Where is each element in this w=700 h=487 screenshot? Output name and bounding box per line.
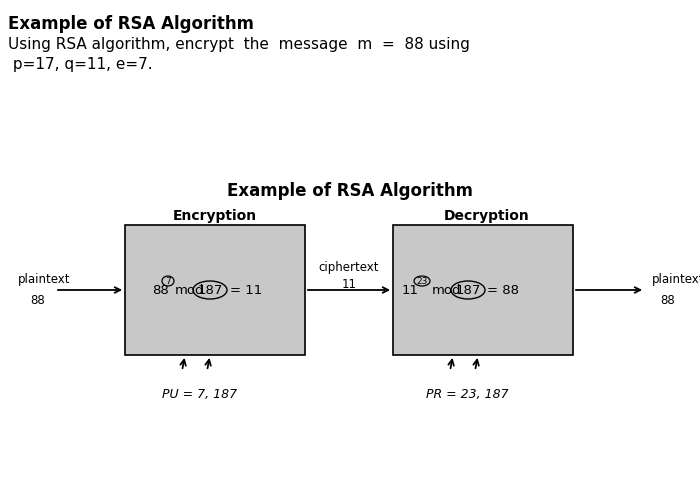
Text: plaintext: plaintext <box>18 274 71 286</box>
Text: 23: 23 <box>416 277 428 285</box>
Text: Decryption: Decryption <box>444 209 530 223</box>
Text: ciphertext: ciphertext <box>318 262 379 275</box>
Text: Encryption: Encryption <box>173 209 257 223</box>
Text: 88: 88 <box>152 283 169 297</box>
Bar <box>125 225 305 355</box>
Text: PR = 23, 187: PR = 23, 187 <box>426 388 509 401</box>
Text: 88: 88 <box>30 294 45 306</box>
Text: 11: 11 <box>402 283 419 297</box>
Text: Using RSA algorithm, encrypt  the  message  m  =  88 using: Using RSA algorithm, encrypt the message… <box>8 37 470 52</box>
Text: p=17, q=11, e=7.: p=17, q=11, e=7. <box>8 57 153 72</box>
Text: mod: mod <box>175 283 204 297</box>
Text: PU = 7, 187: PU = 7, 187 <box>162 388 237 401</box>
Text: mod: mod <box>432 283 461 297</box>
Text: Example of RSA Algorithm: Example of RSA Algorithm <box>8 15 254 33</box>
Text: = 88: = 88 <box>487 283 519 297</box>
Text: 11: 11 <box>342 278 356 291</box>
Text: 187: 187 <box>455 283 481 297</box>
Text: Example of RSA Algorithm: Example of RSA Algorithm <box>227 182 473 200</box>
Text: = 11: = 11 <box>230 283 262 297</box>
Text: 7: 7 <box>165 277 171 285</box>
Text: plaintext: plaintext <box>652 274 700 286</box>
Bar <box>393 225 573 355</box>
Text: 88: 88 <box>660 294 675 306</box>
Text: 187: 187 <box>197 283 223 297</box>
